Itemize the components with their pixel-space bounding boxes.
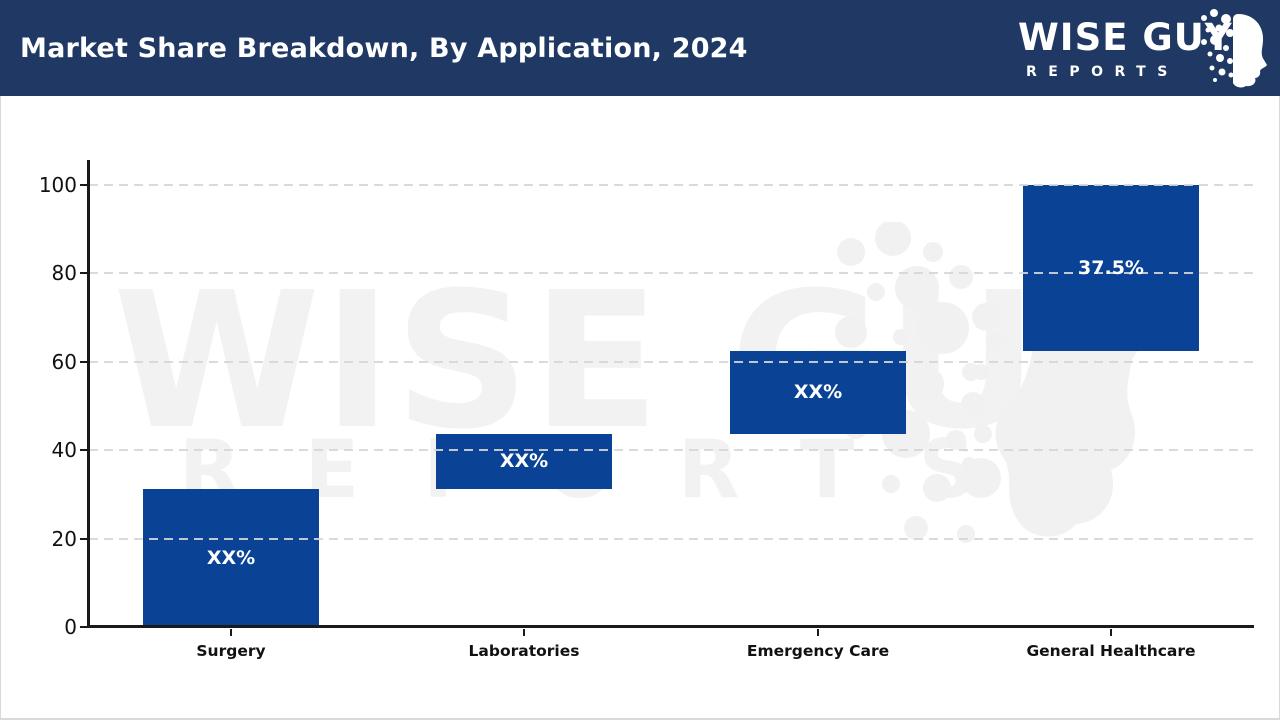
y-tick-label: 20 <box>51 526 77 551</box>
x-tick-mark-emergency-care <box>817 629 819 636</box>
bar-general-healthcare <box>1023 185 1199 351</box>
y-tick-mark <box>80 184 87 186</box>
y-tick-mark <box>80 626 87 628</box>
bar-surgery <box>143 488 319 627</box>
page-title: Market Share Breakdown, By Application, … <box>20 32 748 64</box>
y-axis-spine <box>87 160 90 628</box>
header-bar: Market Share Breakdown, By Application, … <box>0 0 1280 96</box>
x-category-label-laboratories: Laboratories <box>468 642 580 660</box>
y-tick-mark <box>80 360 87 363</box>
gridline-y-20 <box>89 537 1254 540</box>
bar-value-label-emergency-care: XX% <box>793 381 843 404</box>
y-tick-label: 40 <box>51 438 77 463</box>
x-category-label-surgery: Surgery <box>196 642 266 660</box>
y-tick-label: 80 <box>51 261 77 286</box>
y-tick-label: 60 <box>51 349 77 374</box>
wise-guy-reports-logo: WISE GUY REPORTS <box>1018 9 1267 88</box>
plot-area: 0 20 40 60 80 100 XX% Surgery XX% Laboratories XX%… <box>39 160 1254 660</box>
bar-laboratories <box>436 433 612 489</box>
gridline-y-80 <box>89 272 1254 275</box>
y-tick-label: 0 <box>64 615 77 639</box>
gridline-y-40 <box>89 449 1254 452</box>
gridline-y-60 <box>89 360 1254 363</box>
logo-face-dots-icon <box>1201 9 1267 88</box>
x-tick-mark-surgery <box>230 629 232 636</box>
bar-value-label-general-healthcare: 37.5% <box>1078 256 1144 279</box>
logo-subtext: REPORTS <box>1026 64 1179 80</box>
logo-wordmark: WISE GUY <box>1018 16 1233 59</box>
bar-value-label-laboratories: XX% <box>499 450 549 473</box>
x-tick-mark-general-healthcare <box>1110 629 1112 636</box>
x-tick-mark-laboratories <box>523 629 525 636</box>
y-tick-label: 100 <box>38 173 77 197</box>
x-axis-spine <box>89 625 1254 628</box>
y-tick-mark <box>80 272 87 275</box>
y-tick-mark <box>80 537 87 540</box>
x-category-label-emergency-care: Emergency Care <box>746 642 890 660</box>
bar-emergency-care <box>730 350 906 434</box>
y-tick-mark <box>80 449 87 452</box>
x-category-label-general-healthcare: General Healthcare <box>1026 642 1196 660</box>
gridline-y-100 <box>89 184 1254 186</box>
bar-value-label-surgery: XX% <box>206 546 256 569</box>
